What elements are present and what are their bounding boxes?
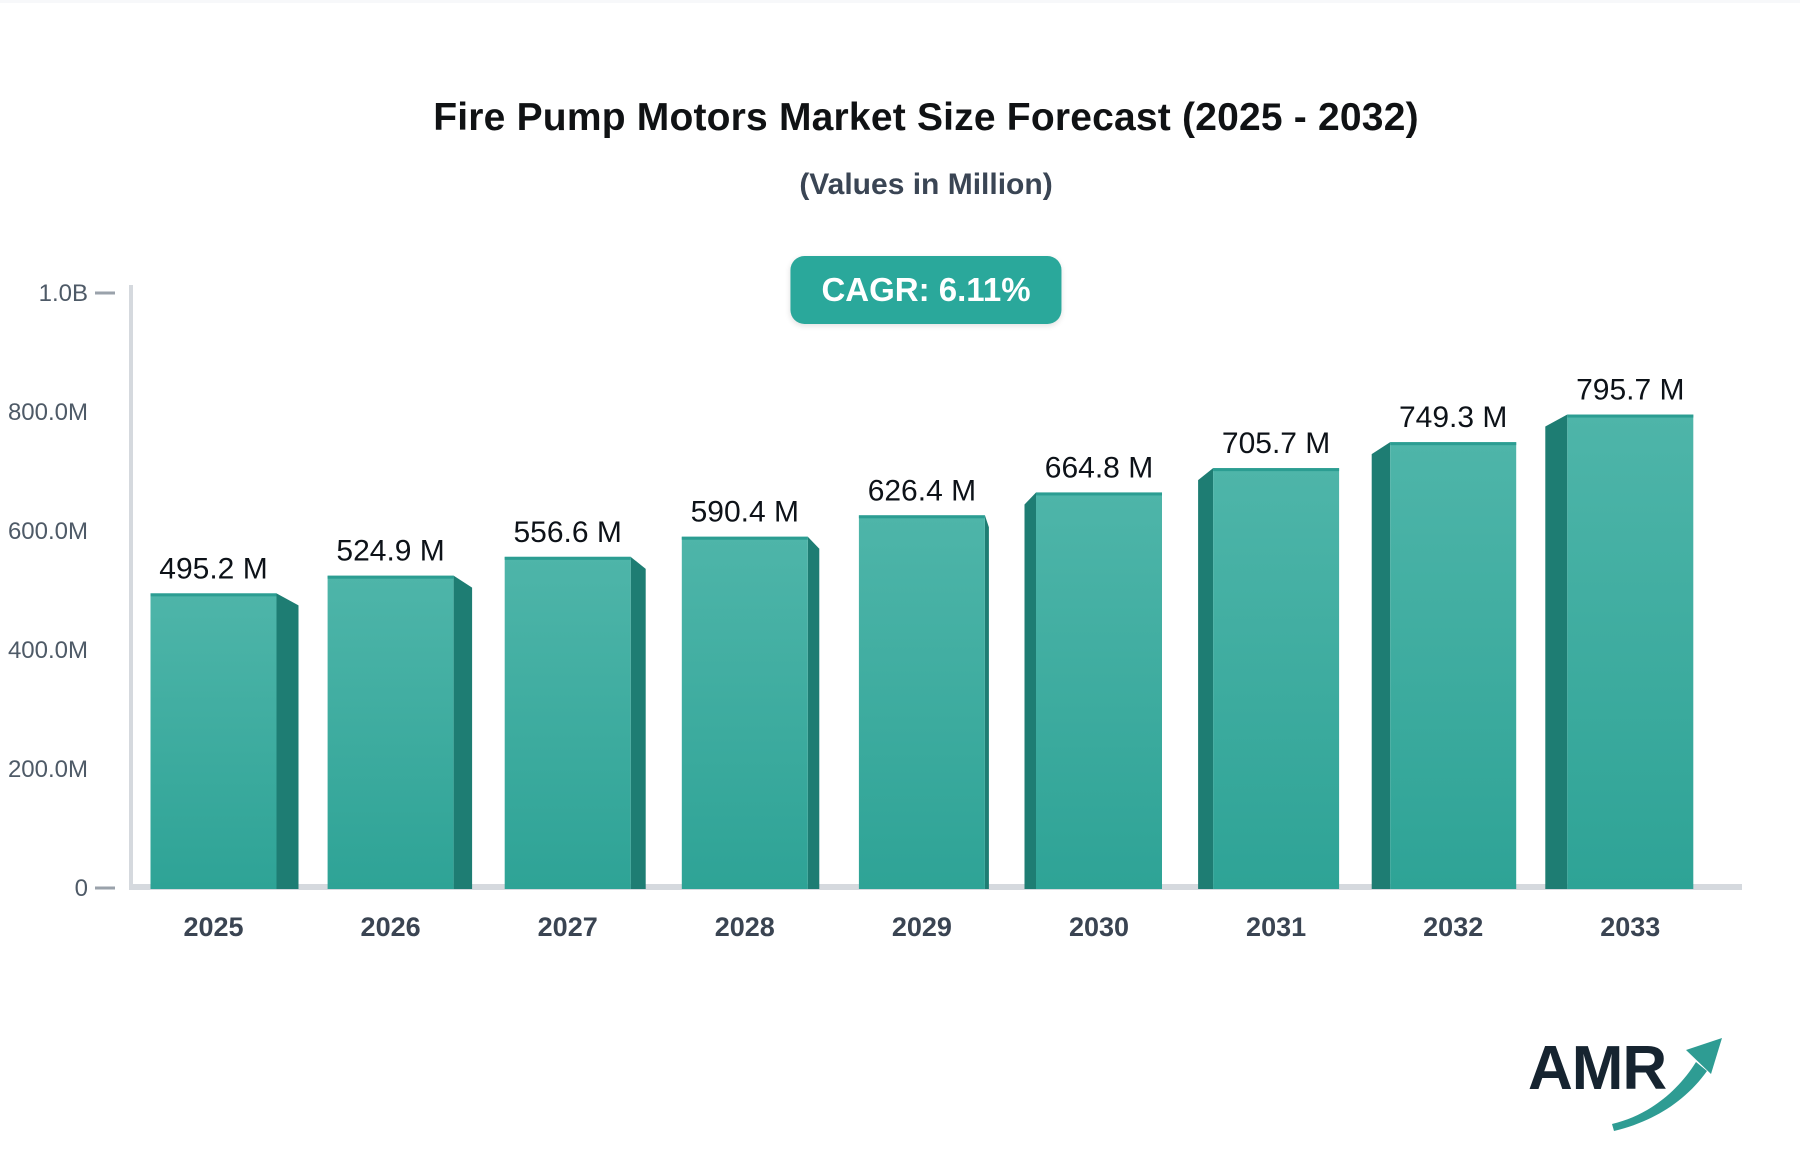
bar-side-2026 [453, 575, 473, 889]
bar-2028 [681, 536, 808, 889]
bar-side-2032 [1371, 442, 1391, 889]
bar-value-2028: 590.4 M [691, 496, 799, 529]
y-tick-label-600.0M: 600.0M [8, 518, 88, 545]
bar-top-edge-2032 [1390, 442, 1517, 446]
bar-2032 [1390, 442, 1517, 889]
bar-top-edge-2031 [1213, 468, 1340, 472]
x-label-2031: 2031 [1246, 912, 1306, 942]
x-label-2030: 2030 [1069, 912, 1129, 942]
y-tick-label-800.0M: 800.0M [8, 399, 88, 426]
bar-2025 [150, 593, 277, 889]
bar-side-2030 [1024, 492, 1036, 889]
x-label-2026: 2026 [361, 912, 421, 942]
x-label-2025: 2025 [183, 912, 243, 942]
bar-side-2028 [807, 536, 820, 889]
bar-value-2025: 495.2 M [159, 552, 267, 585]
cagr-badge: CAGR: 6.11% [790, 256, 1062, 324]
chart-subtitle: (Values in Million) [799, 168, 1053, 201]
x-label-2027: 2027 [538, 912, 598, 942]
bar-top-edge-2027 [504, 556, 631, 560]
x-label-2032: 2032 [1423, 912, 1483, 942]
bar-2029 [858, 515, 985, 889]
bar-top-edge-2029 [858, 515, 985, 519]
x-label-2033: 2033 [1600, 912, 1660, 942]
y-tick-0 [95, 886, 115, 890]
bar-side-2031 [1198, 468, 1214, 889]
y-tick-label-200.0M: 200.0M [8, 756, 88, 783]
bar-top-edge-2025 [150, 593, 277, 597]
amr-logo-text: AMR [1528, 1034, 1667, 1103]
bar-top-edge-2028 [681, 536, 808, 540]
bar-2027 [504, 556, 631, 889]
bar-side-2029 [984, 515, 989, 889]
y-tick-label-400.0M: 400.0M [8, 637, 88, 664]
bar-2031 [1213, 468, 1340, 889]
amr-logo: AMR [1528, 1032, 1728, 1131]
bar-2030 [1036, 492, 1162, 889]
bar-value-2029: 626.4 M [868, 474, 976, 507]
y-tick-label-1.0B: 1.0B [39, 280, 88, 307]
bar-value-2033: 795.7 M [1576, 374, 1684, 407]
bar-value-2031: 705.7 M [1222, 427, 1330, 460]
bar-value-2032: 749.3 M [1399, 401, 1507, 434]
y-tick-label-0: 0 [75, 875, 88, 902]
bar-top-edge-2026 [327, 575, 454, 579]
bar-value-2030: 664.8 M [1045, 451, 1153, 484]
y-axis-line [129, 285, 133, 890]
bar-2033 [1567, 414, 1694, 889]
bar-2026 [327, 575, 454, 889]
bar-side-2033 [1545, 414, 1568, 889]
bar-top-edge-2030 [1036, 492, 1162, 496]
growth-arrow-icon [1612, 1038, 1722, 1131]
bar-side-2027 [630, 556, 646, 889]
bar-value-2027: 556.6 M [513, 516, 621, 549]
y-tick-1.0B [95, 291, 115, 295]
chart-title: Fire Pump Motors Market Size Forecast (2… [433, 96, 1419, 139]
bar-side-2025 [276, 593, 299, 889]
bar-value-2026: 524.9 M [336, 535, 444, 568]
page-top-border [0, 0, 1800, 3]
bar-top-edge-2033 [1567, 414, 1694, 418]
x-label-2029: 2029 [892, 912, 952, 942]
x-label-2028: 2028 [715, 912, 775, 942]
